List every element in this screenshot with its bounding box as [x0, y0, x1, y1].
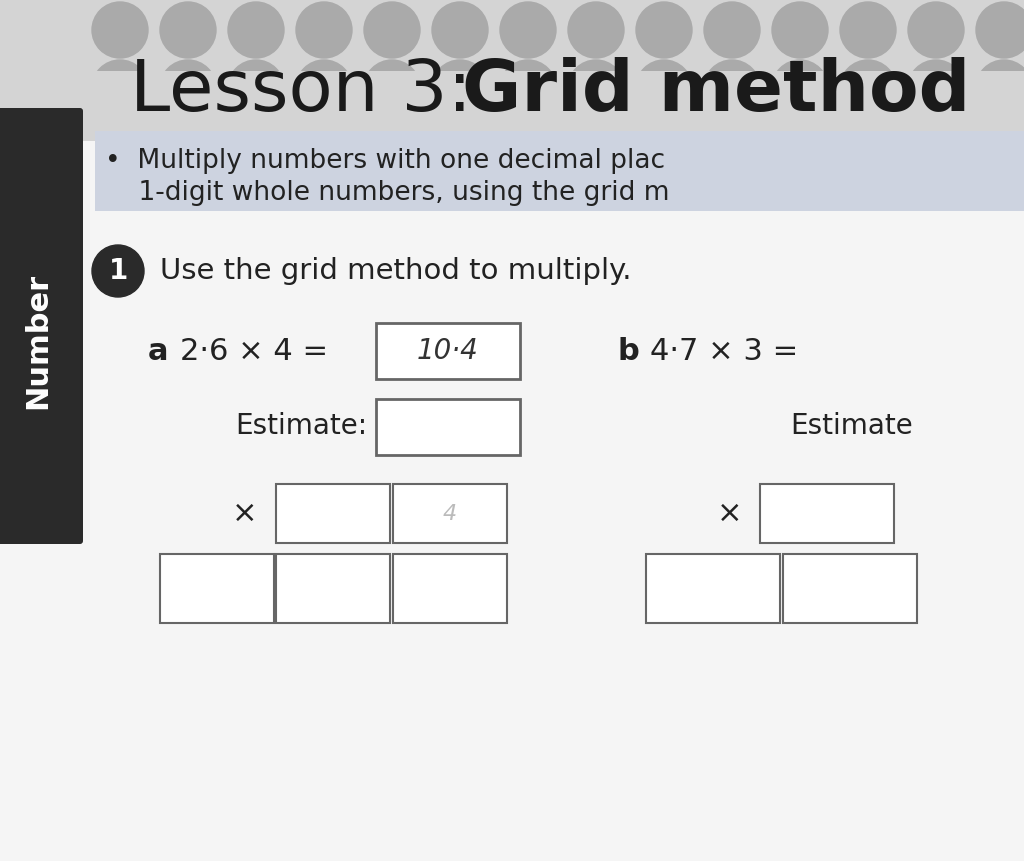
Circle shape: [364, 60, 420, 116]
FancyBboxPatch shape: [393, 554, 507, 623]
Text: 1-digit whole numbers, using the grid m: 1-digit whole numbers, using the grid m: [105, 180, 670, 206]
Circle shape: [500, 60, 556, 116]
Circle shape: [976, 2, 1024, 58]
FancyBboxPatch shape: [760, 484, 894, 543]
Circle shape: [296, 60, 352, 116]
Circle shape: [92, 2, 148, 58]
Circle shape: [228, 2, 284, 58]
FancyBboxPatch shape: [376, 399, 520, 455]
Circle shape: [976, 60, 1024, 116]
Circle shape: [568, 2, 624, 58]
FancyBboxPatch shape: [276, 554, 390, 623]
Circle shape: [160, 2, 216, 58]
FancyBboxPatch shape: [0, 108, 83, 544]
FancyBboxPatch shape: [95, 131, 1024, 211]
FancyBboxPatch shape: [0, 71, 1024, 861]
Text: ×: ×: [717, 499, 742, 528]
Text: Estimate: Estimate: [790, 412, 912, 440]
Circle shape: [840, 2, 896, 58]
FancyBboxPatch shape: [0, 71, 1024, 141]
Text: 4: 4: [443, 504, 457, 524]
Text: 10·4: 10·4: [417, 337, 479, 365]
Text: Lesson 3:: Lesson 3:: [130, 57, 495, 126]
Circle shape: [364, 2, 420, 58]
Circle shape: [568, 60, 624, 116]
Text: 2·6 × 4 =: 2·6 × 4 =: [180, 337, 328, 366]
FancyBboxPatch shape: [376, 323, 520, 379]
FancyBboxPatch shape: [276, 484, 390, 543]
FancyBboxPatch shape: [783, 554, 918, 623]
Text: Grid method: Grid method: [462, 57, 971, 126]
Circle shape: [432, 60, 488, 116]
Text: Estimate:: Estimate:: [234, 412, 368, 440]
Text: Number: Number: [24, 273, 52, 409]
Circle shape: [772, 2, 828, 58]
FancyBboxPatch shape: [160, 554, 274, 623]
Circle shape: [908, 60, 964, 116]
Circle shape: [636, 60, 692, 116]
Circle shape: [908, 2, 964, 58]
Circle shape: [705, 60, 760, 116]
Text: b: b: [618, 337, 640, 366]
Text: 1: 1: [109, 257, 128, 285]
Circle shape: [840, 60, 896, 116]
FancyBboxPatch shape: [646, 554, 780, 623]
Text: •  Multiply numbers with one decimal plac: • Multiply numbers with one decimal plac: [105, 148, 666, 174]
Text: a: a: [148, 337, 169, 366]
Circle shape: [636, 2, 692, 58]
Circle shape: [500, 2, 556, 58]
Circle shape: [160, 60, 216, 116]
Circle shape: [92, 60, 148, 116]
Text: 4·7 × 3 =: 4·7 × 3 =: [650, 337, 799, 366]
Circle shape: [92, 245, 144, 297]
Text: ×: ×: [232, 499, 258, 528]
Text: Use the grid method to multiply.: Use the grid method to multiply.: [160, 257, 632, 285]
FancyBboxPatch shape: [393, 484, 507, 543]
Circle shape: [228, 60, 284, 116]
Circle shape: [432, 2, 488, 58]
Circle shape: [772, 60, 828, 116]
Circle shape: [705, 2, 760, 58]
Circle shape: [296, 2, 352, 58]
